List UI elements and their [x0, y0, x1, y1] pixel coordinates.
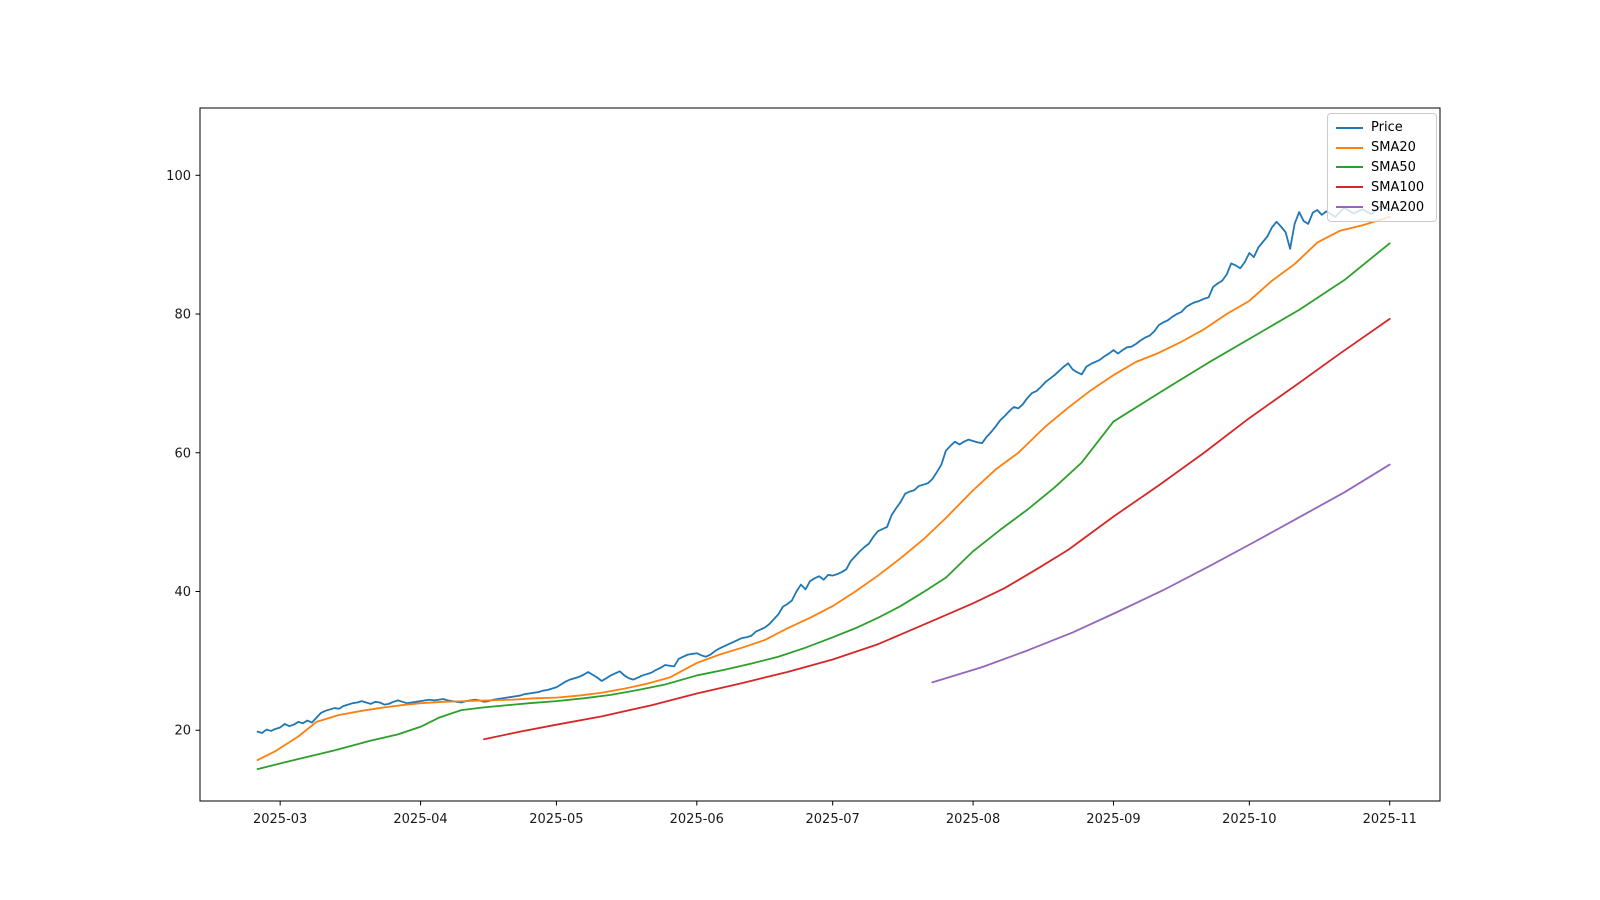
series-line-sma100 — [483, 317, 1391, 741]
y-tick-label: 80 — [174, 308, 191, 323]
y-tick-label: 20 — [174, 724, 191, 739]
series-line-sma20 — [256, 216, 1391, 761]
legend-line-sample — [1336, 206, 1363, 209]
legend-entry-sma200: SMA200 — [1336, 197, 1428, 217]
legend-box: Price SMA20 SMA50 SMA100 SMA200 — [1327, 113, 1437, 222]
legend-label: SMA50 — [1371, 159, 1416, 175]
legend-label: SMA100 — [1371, 179, 1425, 195]
x-tick-label: 2025-11 — [1363, 812, 1417, 827]
legend-line-sample — [1336, 166, 1363, 169]
legend-label: Price — [1371, 120, 1403, 136]
legend-entry-sma20: SMA20 — [1336, 138, 1428, 158]
x-tick-label: 2025-07 — [806, 812, 860, 827]
legend-line-sample — [1336, 186, 1363, 189]
legend-entry-sma100: SMA100 — [1336, 177, 1428, 197]
y-tick-label: 40 — [174, 585, 191, 600]
legend-label: SMA200 — [1371, 199, 1425, 215]
x-tick-label: 2025-09 — [1086, 812, 1140, 827]
x-tick-label: 2025-05 — [529, 812, 583, 827]
plot-border — [199, 107, 1441, 802]
x-tick-label: 2025-10 — [1222, 812, 1276, 827]
legend-label: SMA20 — [1371, 140, 1416, 156]
series-line-sma200 — [931, 463, 1391, 684]
legend-entry-sma50: SMA50 — [1336, 158, 1428, 178]
legend-line-sample — [1336, 146, 1363, 149]
series-group — [256, 204, 1391, 770]
y-tick-label: 60 — [174, 446, 191, 461]
x-tick-label: 2025-03 — [253, 812, 307, 827]
y-tick-label: 100 — [166, 169, 191, 184]
axis-ticks-group: 2025-03 2025-04 2025-05 2025-06 2025-07 2025-… — [166, 169, 1417, 827]
series-line-sma50 — [256, 242, 1391, 770]
legend-line-sample — [1336, 126, 1363, 129]
x-tick-label: 2025-08 — [946, 812, 1000, 827]
x-tick-label: 2025-06 — [670, 812, 724, 827]
legend-entry-price: Price — [1336, 118, 1428, 138]
series-line-price — [256, 204, 1391, 734]
x-tick-label: 2025-04 — [393, 812, 447, 827]
